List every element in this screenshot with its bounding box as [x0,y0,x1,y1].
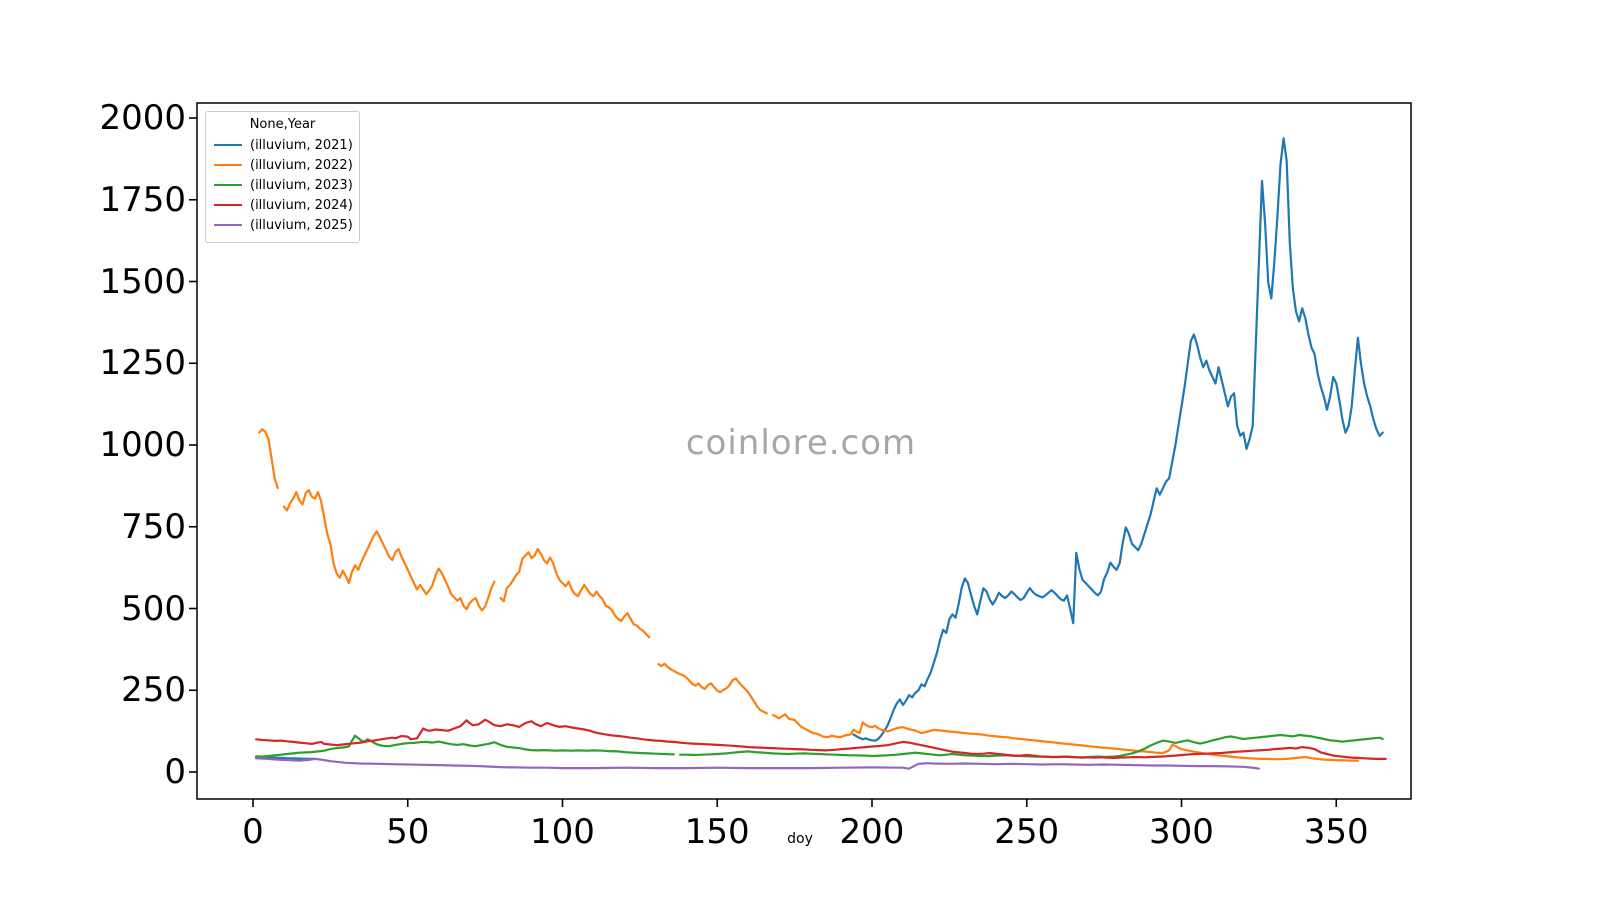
legend-item-2021: (illuvium, 2021) [214,135,353,155]
series-line-2022 [771,713,1360,762]
y-tick-label: 1500 [99,261,186,302]
legend-line-swatch [214,164,242,166]
series-line-2023 [678,733,1384,759]
legend-label: (illuvium, 2025) [250,217,353,233]
y-tick-label: 750 [121,506,186,547]
y-tick-label: 1000 [99,425,186,465]
series-line-2022 [282,489,496,612]
legend-item-2025: (illuvium, 2025) [214,215,353,235]
y-tick-label: 1250 [99,343,186,384]
legend-line-swatch [214,184,242,186]
x-axis-label: doy [787,831,813,847]
series-line-2023 [255,734,676,758]
x-tick-label: 50 [386,812,430,852]
series-line-2021 [852,137,1384,742]
y-tick-label: 0 [164,752,186,792]
legend-label: (illuvium, 2023) [250,177,353,193]
x-tick-label: 0 [242,812,264,852]
y-tick-label: 2000 [99,98,186,138]
series-line-2022 [499,547,651,639]
x-tick-label: 200 [839,812,905,852]
legend-label: (illuvium, 2024) [250,197,353,213]
plot-border [196,102,1412,800]
y-tick-label: 500 [121,588,186,629]
legend-line-swatch [214,144,242,146]
legend-item-2024: (illuvium, 2024) [214,195,353,215]
watermark: coinlore.com [685,423,917,463]
legend-item-2023: (illuvium, 2023) [214,175,353,195]
x-tick-label: 150 [684,812,750,852]
legend-label: (illuvium, 2021) [250,137,353,153]
legend-line-swatch [214,224,242,226]
series-line-2022 [258,428,279,490]
legend-line-swatch [214,204,242,206]
x-tick-label: 100 [530,812,595,852]
tick-marks [189,117,1338,807]
x-tick-label: 300 [1149,812,1214,852]
series-line-2022 [657,662,768,715]
x-tick-label: 250 [994,812,1060,852]
y-tick-label: 1750 [99,179,186,220]
series-line-2024 [255,718,1387,761]
series-line-2025 [255,757,1261,770]
y-tick-label: 250 [121,670,186,711]
legend: None,Year (illuvium, 2021) (illuvium, 202… [205,111,360,243]
legend-item-2022: (illuvium, 2022) [214,155,353,175]
legend-items: (illuvium, 2021) (illuvium, 2022) (illuviu… [214,135,353,235]
legend-title: None,Year [249,117,316,132]
legend-label: (illuvium, 2022) [250,157,353,173]
plot-lines [255,137,1387,770]
x-tick-label: 350 [1303,812,1369,852]
